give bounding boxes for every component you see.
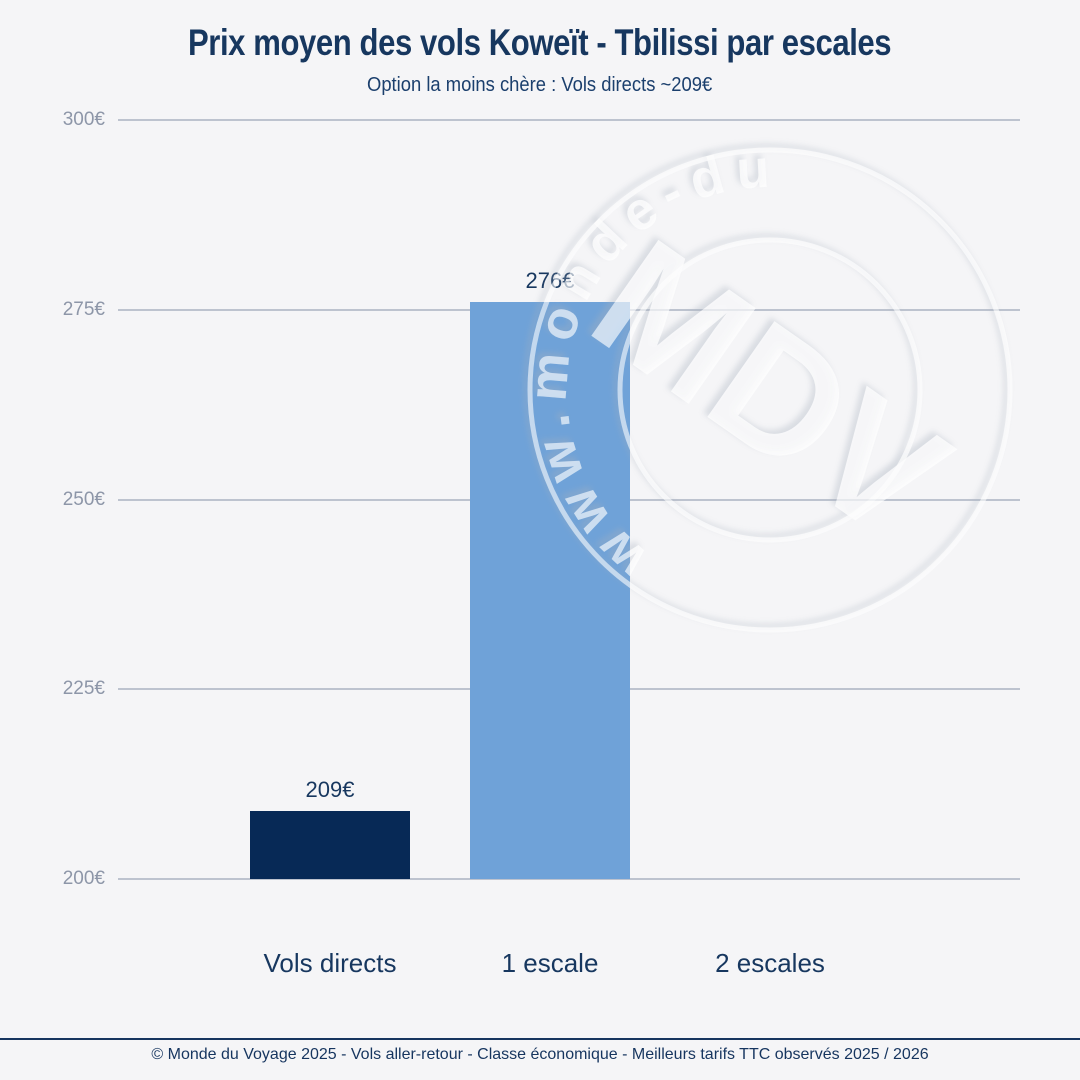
bar-1-escale: [470, 302, 630, 879]
gridline-300€: [118, 119, 1020, 121]
bar-value-label: 209€: [305, 776, 355, 802]
y-tick-label: 300€: [62, 109, 105, 130]
y-tick-label: 225€: [62, 678, 105, 700]
footer-credits: © Monde du Voyage 2025 - Vols aller-reto…: [151, 1046, 929, 1063]
chart-subtitle-text: Option la moins chère : Vols directs ~20…: [367, 74, 713, 96]
y-tick-label: 275€: [62, 298, 105, 320]
gridline-200€: [118, 878, 1020, 880]
footer-divider: [0, 1038, 1080, 1040]
x-category-label: 1 escale: [501, 948, 599, 978]
x-category-label: Vols directs: [263, 948, 397, 978]
chart-title: Prix moyen des vols Koweït - Tbilissi pa…: [0, 22, 1080, 64]
bar-vols-directs: [250, 810, 410, 879]
chart-subtitle: Option la moins chère : Vols directs ~20…: [0, 74, 1080, 97]
x-category-label: 2 escales: [715, 948, 825, 978]
y-tick-label: 250€: [62, 488, 105, 510]
chart-title-text: Prix moyen des vols Koweït - Tbilissi pa…: [188, 22, 892, 63]
y-tick-label: 200€: [62, 868, 105, 889]
bar-value-label: 276€: [525, 268, 575, 294]
